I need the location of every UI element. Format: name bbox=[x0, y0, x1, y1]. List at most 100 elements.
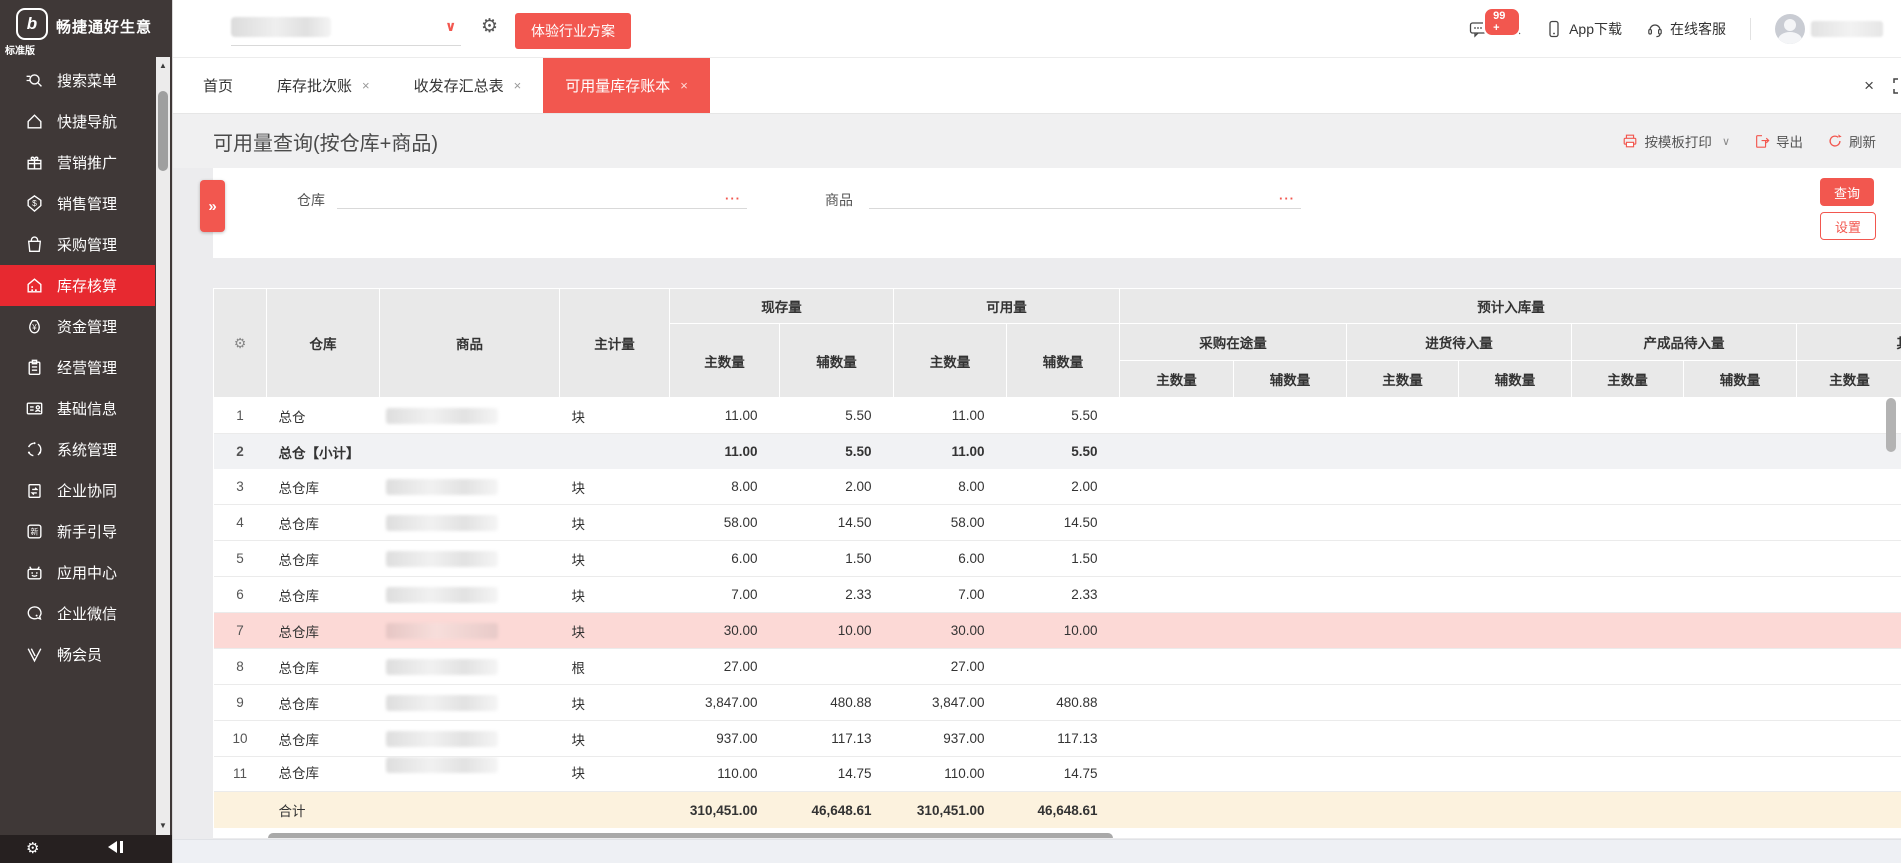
table-row[interactable]: 5 总仓库块 6.00 1.50 6.00 1.50 bbox=[213, 540, 1901, 577]
sidebar-item[interactable]: 企业微信 bbox=[0, 593, 155, 634]
tab[interactable]: 首页 bbox=[181, 58, 255, 113]
sidebar-item[interactable]: $ 销售管理 bbox=[0, 183, 155, 224]
sidebar-item[interactable]: 库存核算 bbox=[0, 265, 155, 306]
sidebar-item[interactable]: 新 新手引导 bbox=[0, 511, 155, 552]
colgroup-expected-in[interactable]: 预计入库量 bbox=[1118, 288, 1901, 324]
open-tabs-bar: 首页 库存批次账 × 收发存汇总表 × 可用量库存账本 × × bbox=[173, 58, 1901, 114]
warehouse-picker-icon[interactable]: ··· bbox=[725, 191, 741, 206]
avatar[interactable] bbox=[1775, 13, 1805, 44]
sidebar-scroll-thumb[interactable] bbox=[158, 91, 168, 171]
table-row[interactable]: 1 总仓块 11.00 5.50 11.00 5.50 bbox=[213, 397, 1901, 434]
product-filter-input[interactable]: ··· bbox=[869, 178, 1301, 209]
table-cell bbox=[1683, 576, 1797, 613]
gear-icon[interactable]: ⚙ bbox=[481, 16, 499, 37]
print-by-template-button[interactable]: 按模板打印 ∨ bbox=[1622, 131, 1730, 151]
table-cell bbox=[1796, 469, 1901, 505]
colgroup-available[interactable]: 可用量 bbox=[893, 288, 1120, 324]
table-row[interactable]: 6 总仓库块 7.00 2.33 7.00 2.33 bbox=[213, 576, 1901, 613]
tab-close-icon[interactable]: × bbox=[362, 78, 370, 93]
export-label: 导出 bbox=[1776, 135, 1803, 150]
col-aux-qty[interactable]: 辅数量 bbox=[1683, 360, 1797, 398]
scroll-up-icon[interactable]: ▲ bbox=[159, 61, 167, 70]
export-button[interactable]: 导出 bbox=[1754, 131, 1803, 151]
sidebar-scrollbar[interactable]: ▲ ▼ bbox=[156, 57, 170, 835]
collapse-sidebar-icon[interactable] bbox=[108, 841, 123, 853]
sidebar-item[interactable]: ¥ 资金管理 bbox=[0, 306, 155, 347]
col-warehouse[interactable]: 仓库 bbox=[266, 288, 380, 398]
sidebar-item[interactable]: 应用中心 bbox=[0, 552, 155, 593]
sidebar-item[interactable]: 经营管理 bbox=[0, 347, 155, 388]
table-cell: 11.00 bbox=[893, 433, 1007, 469]
col-aux-qty[interactable]: 辅数量 bbox=[1458, 360, 1572, 398]
sidebar-item[interactable]: 基础信息 bbox=[0, 388, 155, 429]
col-main-qty[interactable]: 主数量 bbox=[1119, 360, 1234, 398]
table-row[interactable]: 7 总仓库块 30.00 10.00 30.00 10.00 bbox=[213, 612, 1901, 649]
column-settings-gear-icon[interactable]: ⚙ bbox=[233, 334, 247, 351]
table-cell bbox=[1346, 648, 1459, 685]
colgroup-partial[interactable]: 其 bbox=[1795, 323, 1901, 361]
scroll-down-icon[interactable]: ▼ bbox=[159, 821, 167, 830]
tab[interactable]: 库存批次账 × bbox=[255, 58, 392, 113]
sidebar-item[interactable]: 搜索菜单 bbox=[0, 60, 155, 101]
col-main-qty[interactable]: 主数量 bbox=[893, 323, 1007, 398]
tab-close-icon[interactable]: × bbox=[513, 78, 522, 93]
table-row[interactable]: 8 总仓库根 27.00 27.00 bbox=[213, 648, 1901, 685]
sidebar-item[interactable]: 营销推广 bbox=[0, 142, 155, 183]
settings-button[interactable]: 设置 bbox=[1820, 212, 1876, 240]
sidebar-item[interactable]: 快捷导航 bbox=[0, 101, 155, 142]
table-cell bbox=[1796, 540, 1901, 577]
warehouse-filter-label: 仓库 bbox=[297, 192, 325, 208]
user-account[interactable] bbox=[1775, 13, 1883, 44]
table-row[interactable]: 10 总仓库块 937.00 117.13 937.00 117.13 bbox=[213, 720, 1901, 757]
sidebar-item[interactable]: 企业协同 bbox=[0, 470, 155, 511]
horizontal-scrollbar[interactable] bbox=[213, 831, 1901, 838]
settings-gear-icon[interactable]: ⚙ bbox=[26, 840, 40, 857]
table-row[interactable]: 4 总仓库块 58.00 14.50 58.00 14.50 bbox=[213, 504, 1901, 541]
vertical-scroll-thumb[interactable] bbox=[1886, 398, 1896, 452]
table-row[interactable]: 3 总仓库块 8.00 2.00 8.00 2.00 bbox=[213, 469, 1901, 505]
col-aux-qty[interactable]: 辅数量 bbox=[779, 323, 894, 398]
sidebar-item[interactable]: 采购管理 bbox=[0, 224, 155, 265]
print-label: 按模板打印 bbox=[1644, 135, 1712, 150]
table-cell: 27.00 bbox=[893, 648, 1007, 685]
col-aux-qty[interactable]: 辅数量 bbox=[1233, 360, 1347, 398]
table-cell: 块 bbox=[559, 612, 670, 649]
col-product[interactable]: 商品 bbox=[379, 288, 560, 398]
horizontal-scroll-thumb[interactable] bbox=[268, 833, 1113, 838]
col-main-unit[interactable]: 主计量 bbox=[559, 288, 670, 398]
col-main-qty[interactable]: 主数量 bbox=[1346, 360, 1459, 398]
table-row[interactable]: 2 总仓【小计】 11.00 5.50 11.00 5.50 bbox=[213, 433, 1901, 469]
tab[interactable]: 收发存汇总表 × bbox=[392, 58, 544, 113]
refresh-button[interactable]: 刷新 bbox=[1827, 131, 1876, 151]
colgroup-purchase-transit[interactable]: 采购在途量 bbox=[1119, 323, 1347, 361]
fullscreen-icon[interactable] bbox=[1892, 77, 1901, 95]
col-main-qty[interactable]: 主数量 bbox=[669, 323, 780, 398]
online-service-button[interactable]: 在线客服 bbox=[1646, 19, 1726, 39]
sidebar-item[interactable]: 系统管理 bbox=[0, 429, 155, 470]
col-aux-qty[interactable]: 辅数量 bbox=[1006, 323, 1120, 398]
table-row[interactable]: 11 总仓库块 110.00 14.75 110.00 14.75 bbox=[213, 756, 1901, 792]
close-tab-icon[interactable]: × bbox=[1864, 75, 1874, 95]
messages-button[interactable]: 消息 99 + bbox=[1469, 6, 1522, 39]
col-main-qty[interactable]: 主数量 bbox=[1571, 360, 1684, 398]
tab-close-icon[interactable]: × bbox=[680, 78, 688, 93]
colgroup-finished-pending[interactable]: 产成品待入量 bbox=[1571, 323, 1797, 361]
table-cell bbox=[379, 648, 560, 685]
table-row[interactable]: 9 总仓库块 3,847.00 480.88 3,847.00 480.88 bbox=[213, 684, 1901, 721]
expand-filter-icon[interactable]: » bbox=[200, 180, 225, 232]
query-button[interactable]: 查询 bbox=[1820, 178, 1874, 206]
company-name-blurred[interactable] bbox=[231, 17, 331, 37]
colgroup-incoming-pending[interactable]: 进货待入量 bbox=[1346, 323, 1572, 361]
chevron-down-icon[interactable]: ∨ bbox=[445, 18, 457, 34]
colgroup-onhand[interactable]: 现存量 bbox=[669, 288, 894, 324]
chevron-down-icon[interactable]: ∨ bbox=[1721, 135, 1730, 148]
product-picker-icon[interactable]: ··· bbox=[1279, 191, 1295, 206]
experience-plan-button[interactable]: 体验行业方案 bbox=[515, 13, 631, 49]
sidebar-item[interactable]: 畅会员 bbox=[0, 634, 155, 675]
app-download-button[interactable]: App下载 bbox=[1545, 19, 1622, 39]
table-cell: 14.75 bbox=[779, 756, 894, 792]
table-cell bbox=[1458, 612, 1572, 649]
col-main-qty[interactable]: 主数量 bbox=[1795, 360, 1901, 398]
warehouse-filter-input[interactable]: ··· bbox=[337, 178, 747, 209]
tab[interactable]: 可用量库存账本 × bbox=[543, 58, 710, 113]
